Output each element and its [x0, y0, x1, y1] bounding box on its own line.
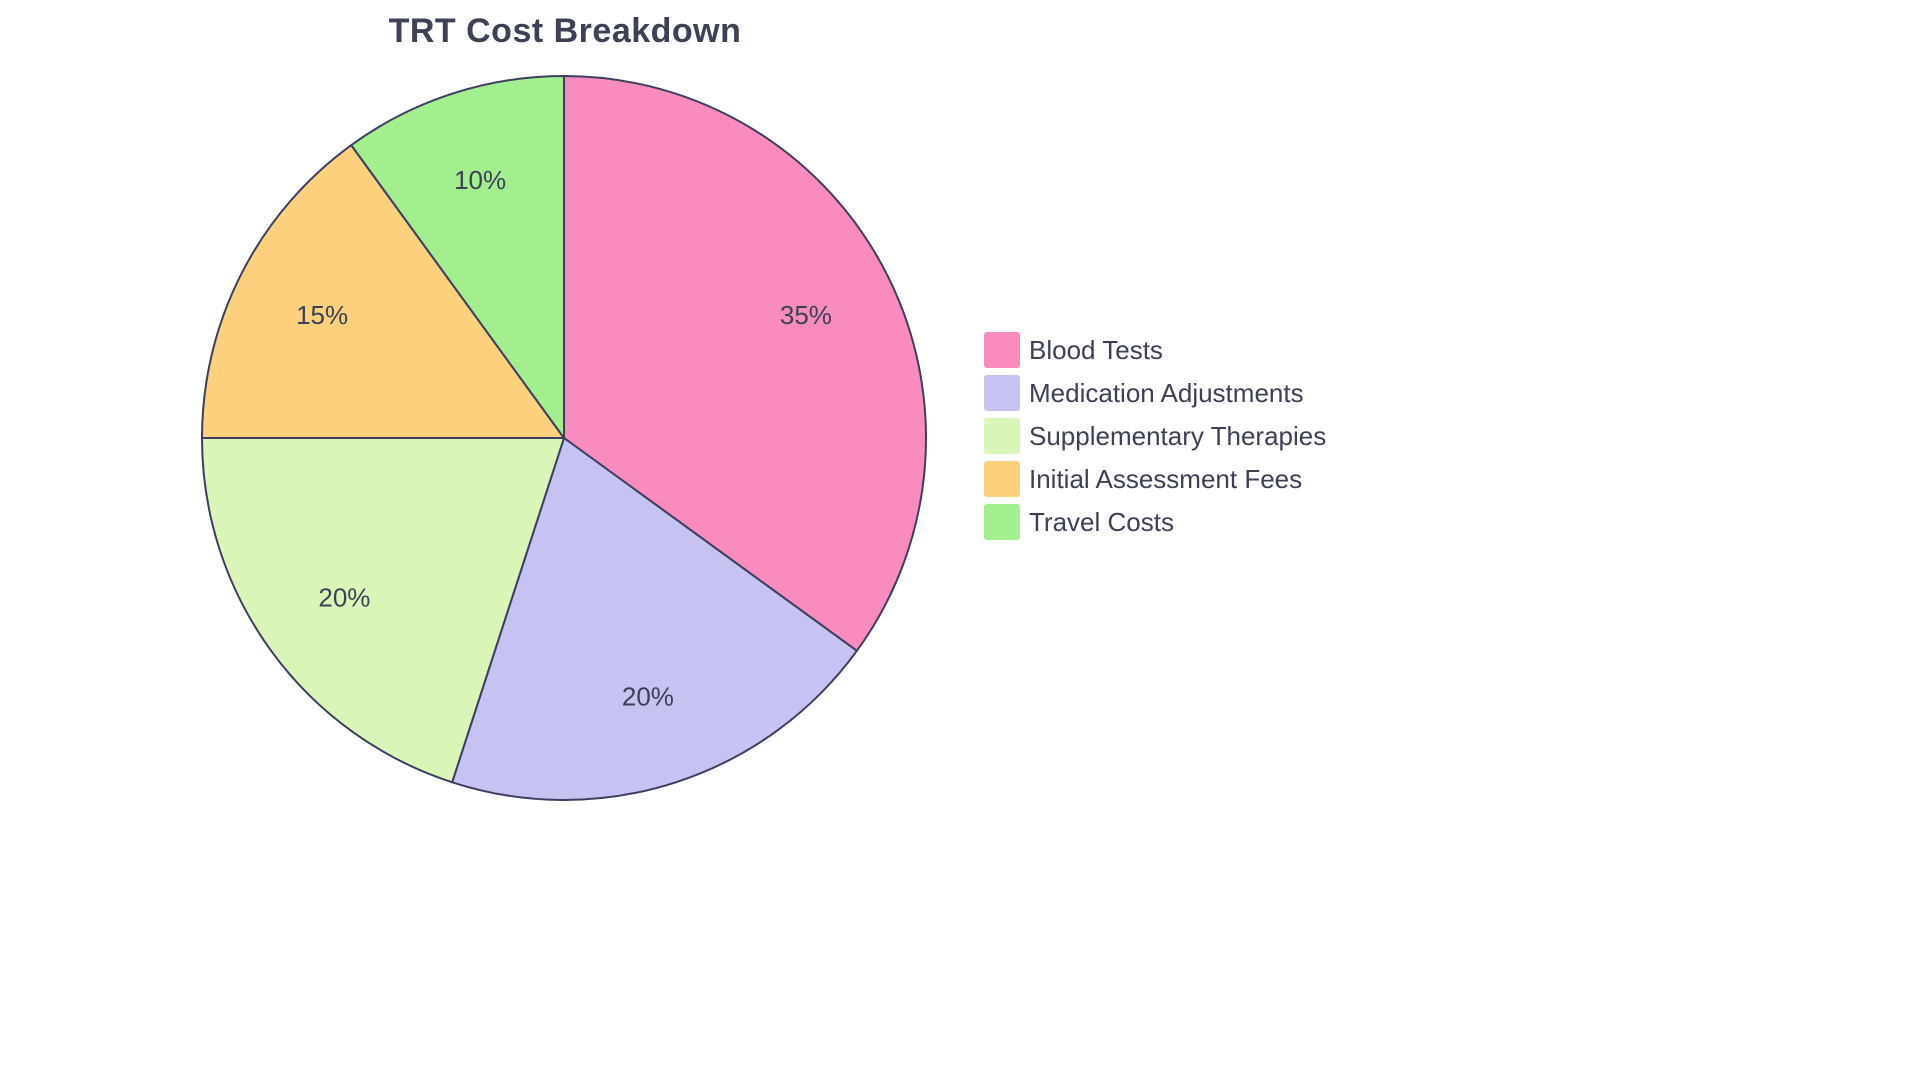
legend-item-travel-costs[interactable]: Travel Costs — [984, 504, 1326, 540]
legend-swatch-initial-assessment-fees — [984, 461, 1020, 497]
legend-item-blood-tests[interactable]: Blood Tests — [984, 332, 1326, 368]
slice-percentage-label-supplementary-therapies: 20% — [318, 583, 370, 613]
legend-label-travel-costs: Travel Costs — [1029, 506, 1174, 537]
legend-label-blood-tests: Blood Tests — [1029, 334, 1163, 365]
legend-label-supplementary-therapies: Supplementary Therapies — [1029, 420, 1327, 451]
chart-title: TRT Cost Breakdown — [388, 12, 742, 50]
pie-slice-supplementary-therapies[interactable] — [201, 437, 565, 784]
legend-swatch-medication-adjustments — [984, 375, 1020, 411]
slice-percentage-label-medication-adjustments: 20% — [622, 681, 674, 711]
legend-swatch-supplementary-therapies — [984, 418, 1020, 454]
slice-percentage-label-travel-costs: 10% — [454, 165, 506, 195]
slice-percentage-label-blood-tests: 35% — [780, 300, 832, 330]
pie-slice-medication-adjustments[interactable] — [451, 437, 858, 801]
pie-slice-initial-assessment-fees[interactable] — [201, 144, 565, 439]
pie-slice-blood-tests[interactable] — [563, 75, 927, 652]
slice-percentage-label-initial-assessment-fees: 15% — [296, 300, 348, 330]
chart-legend: Blood Tests Medication Adjustments Supplem… — [984, 332, 1326, 547]
legend-item-initial-assessment-fees[interactable]: Initial Assessment Fees — [984, 461, 1326, 497]
legend-item-medication-adjustments[interactable]: Medication Adjustments — [984, 375, 1326, 411]
legend-item-supplementary-therapies[interactable]: Supplementary Therapies — [984, 418, 1326, 454]
legend-label-initial-assessment-fees: Initial Assessment Fees — [1029, 463, 1303, 494]
pie-slice-travel-costs[interactable] — [350, 75, 565, 439]
legend-swatch-travel-costs — [984, 504, 1020, 540]
legend-swatch-blood-tests — [984, 332, 1020, 368]
legend-label-medication-adjustments: Medication Adjustments — [1029, 377, 1304, 408]
